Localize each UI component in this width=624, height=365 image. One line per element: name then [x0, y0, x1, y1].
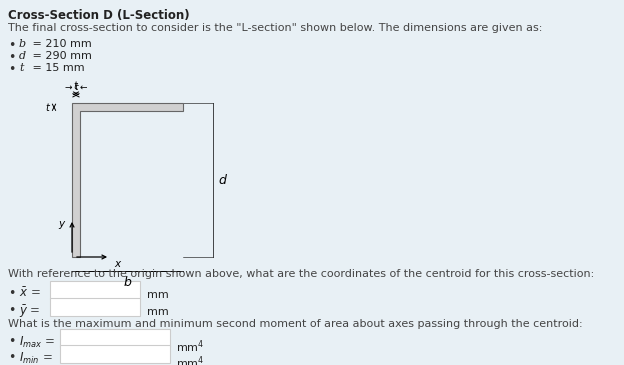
FancyBboxPatch shape [50, 281, 140, 299]
Text: Cross-Section D (L-Section): Cross-Section D (L-Section) [8, 9, 190, 22]
Text: •: • [8, 63, 16, 76]
Text: The final cross-section to consider is the "L-section" shown below. The dimensio: The final cross-section to consider is t… [8, 23, 542, 33]
Text: With reference to the origin shown above, what are the coordinates of the centro: With reference to the origin shown above… [8, 269, 594, 279]
Text: $t$: $t$ [73, 79, 79, 91]
Text: b: b [19, 39, 26, 49]
Text: $\rightarrow t \leftarrow$: $\rightarrow t \leftarrow$ [63, 81, 89, 92]
Text: mm$^4$: mm$^4$ [176, 338, 204, 355]
FancyBboxPatch shape [60, 329, 170, 347]
Text: •: • [8, 304, 16, 317]
Text: $I_{max}$ =: $I_{max}$ = [19, 335, 55, 350]
Text: mm: mm [147, 307, 168, 317]
FancyBboxPatch shape [60, 345, 170, 363]
Text: What is the maximum and minimum second moment of area about axes passing through: What is the maximum and minimum second m… [8, 319, 583, 329]
Text: •: • [8, 39, 16, 52]
Text: mm: mm [147, 290, 168, 300]
Text: $\bar{x}$ =: $\bar{x}$ = [19, 287, 41, 300]
Polygon shape [72, 103, 183, 257]
Text: = 290 mm: = 290 mm [29, 51, 92, 61]
Text: $b$: $b$ [123, 275, 132, 289]
Text: •: • [8, 351, 16, 364]
Text: t: t [19, 63, 24, 73]
Text: = 210 mm: = 210 mm [29, 39, 92, 49]
Text: = 15 mm: = 15 mm [29, 63, 85, 73]
Text: •: • [8, 287, 16, 300]
Text: $\bar{y}$ =: $\bar{y}$ = [19, 304, 41, 320]
Text: mm$^4$: mm$^4$ [176, 354, 204, 365]
Text: •: • [8, 51, 16, 64]
Text: $x$: $x$ [114, 259, 122, 269]
FancyBboxPatch shape [50, 298, 140, 316]
Text: d: d [19, 51, 26, 61]
Text: $t$: $t$ [45, 101, 51, 113]
Text: $d$: $d$ [218, 173, 228, 187]
Text: $I_{min}$ =: $I_{min}$ = [19, 351, 52, 365]
Text: $y$: $y$ [59, 219, 67, 231]
Text: •: • [8, 335, 16, 348]
